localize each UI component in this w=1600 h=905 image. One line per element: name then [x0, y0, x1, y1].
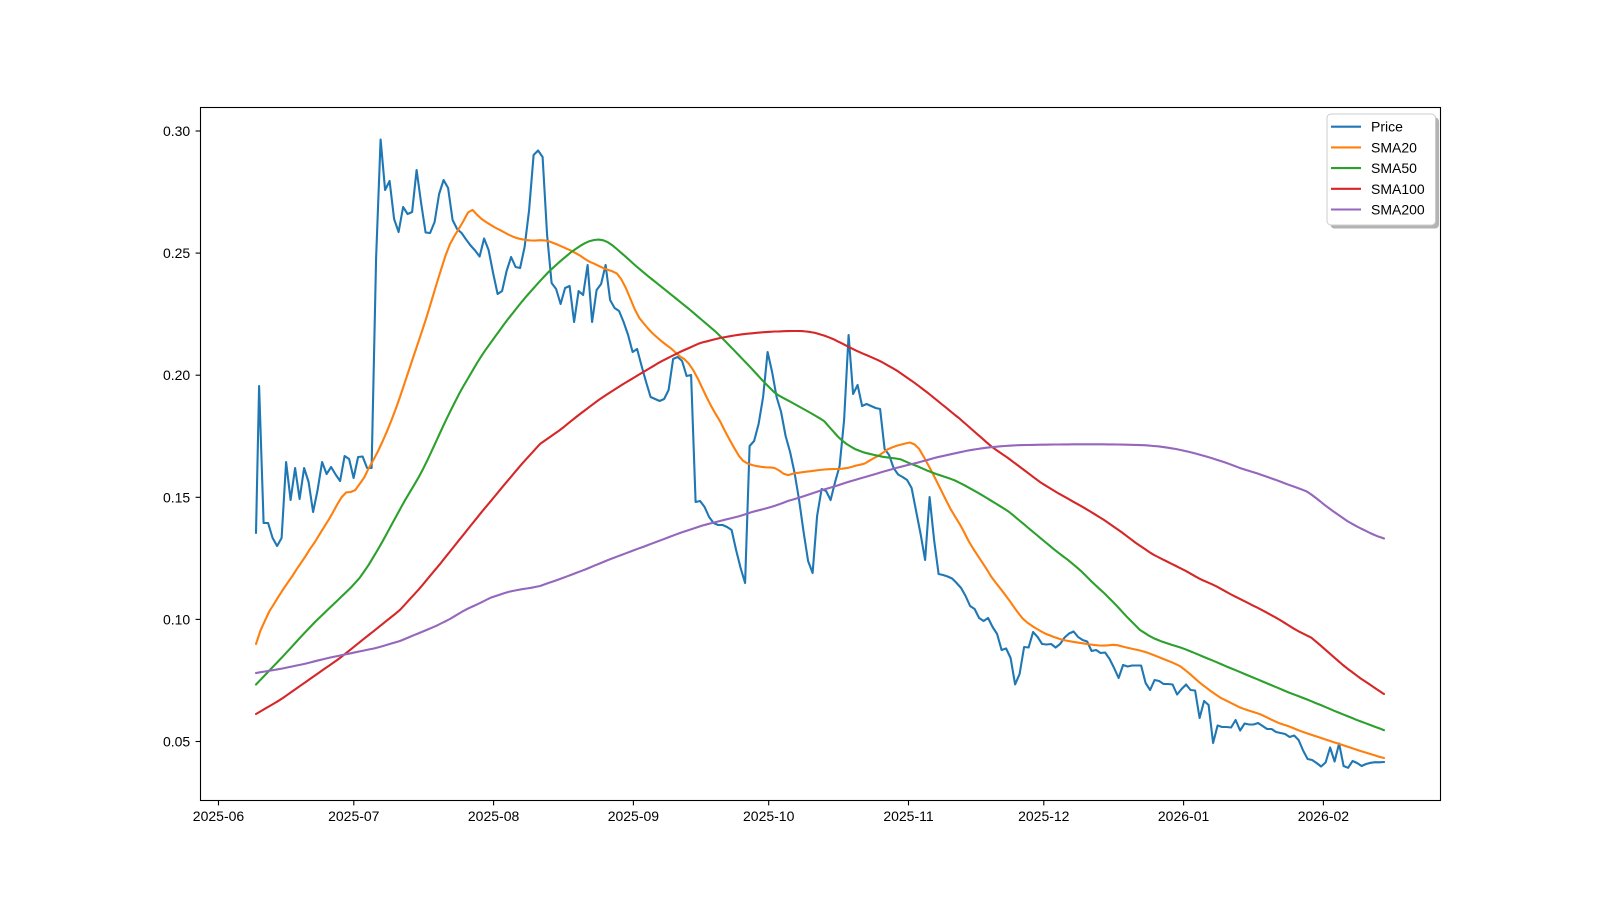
svg-text:2025-08: 2025-08 — [468, 808, 520, 824]
svg-text:2026-02: 2026-02 — [1298, 808, 1350, 824]
svg-text:2025-07: 2025-07 — [328, 808, 380, 824]
svg-text:2025-09: 2025-09 — [608, 808, 660, 824]
svg-text:0.15: 0.15 — [163, 489, 190, 505]
svg-text:SMA100: SMA100 — [1371, 181, 1425, 197]
svg-text:SMA20: SMA20 — [1371, 139, 1417, 155]
svg-text:0.20: 0.20 — [163, 367, 190, 383]
svg-text:0.05: 0.05 — [163, 734, 190, 750]
svg-text:0.30: 0.30 — [163, 123, 190, 139]
svg-text:2026-01: 2026-01 — [1158, 808, 1210, 824]
svg-text:0.25: 0.25 — [163, 245, 190, 261]
svg-text:SMA200: SMA200 — [1371, 202, 1425, 218]
svg-text:0.10: 0.10 — [163, 611, 190, 627]
svg-text:2025-10: 2025-10 — [743, 808, 795, 824]
svg-text:2025-11: 2025-11 — [883, 808, 934, 824]
svg-text:2025-06: 2025-06 — [193, 808, 245, 824]
svg-text:Price: Price — [1371, 119, 1403, 135]
svg-text:SMA50: SMA50 — [1371, 160, 1417, 176]
svg-text:2025-12: 2025-12 — [1018, 808, 1070, 824]
